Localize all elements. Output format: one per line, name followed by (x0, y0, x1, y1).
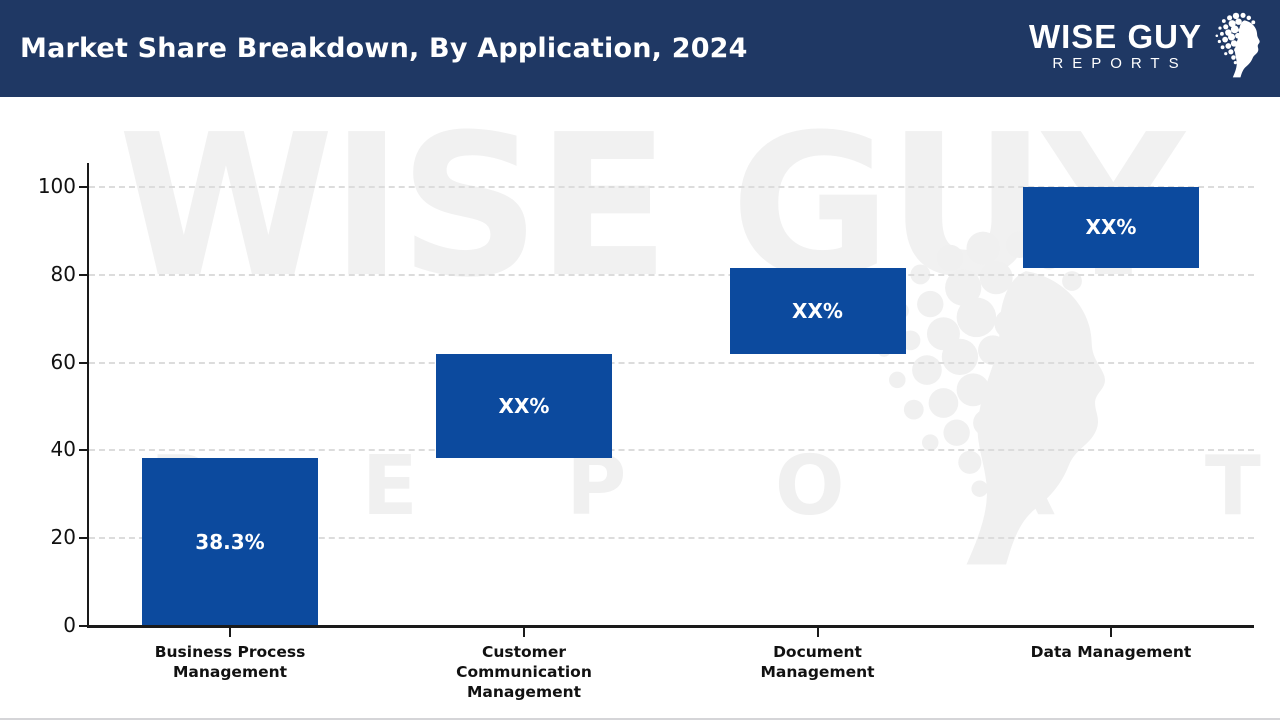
watermark-subtitle: R E P O R T S (150, 439, 1280, 534)
gridline-20 (89, 537, 1254, 540)
y-tick-mark (79, 625, 88, 627)
bar-value-label: 38.3% (195, 529, 265, 554)
y-tick-mark (79, 449, 88, 452)
logo-wordmark: WISE GUY (1028, 18, 1202, 55)
bar-segment: XX% (436, 353, 612, 458)
x-axis (87, 625, 1254, 628)
page-title: Market Share Breakdown, By Application, … (20, 33, 748, 64)
x-tick-mark (816, 628, 819, 637)
bar-value-label: XX% (792, 298, 843, 323)
bar-segment: XX% (1023, 187, 1199, 268)
logo: WISE GUY REPORTS (1029, 6, 1268, 86)
logo-subtitle: REPORTS (1052, 55, 1188, 72)
y-tick-label: 40 (50, 437, 76, 462)
y-tick-mark (79, 186, 88, 188)
header: Market Share Breakdown, By Application, … (0, 0, 1280, 97)
bar-value-label: XX% (498, 393, 550, 418)
chart-area: WISE GUY R E P O R T S 02040608010038.3%… (0, 93, 1280, 718)
logo-text: WISE GUY REPORTS (1029, 19, 1202, 73)
y-tick-label: 0 (63, 613, 76, 637)
y-axis (87, 163, 89, 628)
category-label: Customer Communication Management (456, 643, 592, 701)
y-tick-label: 100 (37, 174, 76, 198)
category-label: Business Process Management (154, 643, 306, 681)
gridline-60 (89, 361, 1254, 364)
x-tick-mark (523, 628, 525, 637)
y-tick-label: 60 (50, 349, 76, 374)
gridline-100 (89, 186, 1254, 188)
y-tick-mark (79, 537, 88, 540)
y-tick-label: 20 (50, 525, 76, 550)
y-tick-label: 80 (50, 261, 76, 286)
y-tick-mark (79, 361, 88, 364)
category-label: Data Management (1030, 643, 1192, 661)
bottom-border (0, 718, 1280, 720)
bar-segment: XX% (729, 267, 906, 354)
gridline-40 (89, 449, 1254, 452)
x-tick-mark (229, 628, 231, 637)
y-tick-mark (79, 273, 88, 276)
gridline-80 (89, 273, 1254, 276)
x-tick-mark (1110, 628, 1112, 637)
logo-dotted-head-icon (1204, 6, 1268, 86)
bar-value-label: XX% (1085, 215, 1137, 240)
bar-segment: 38.3% (142, 457, 318, 626)
category-label: Document Management (760, 643, 875, 681)
